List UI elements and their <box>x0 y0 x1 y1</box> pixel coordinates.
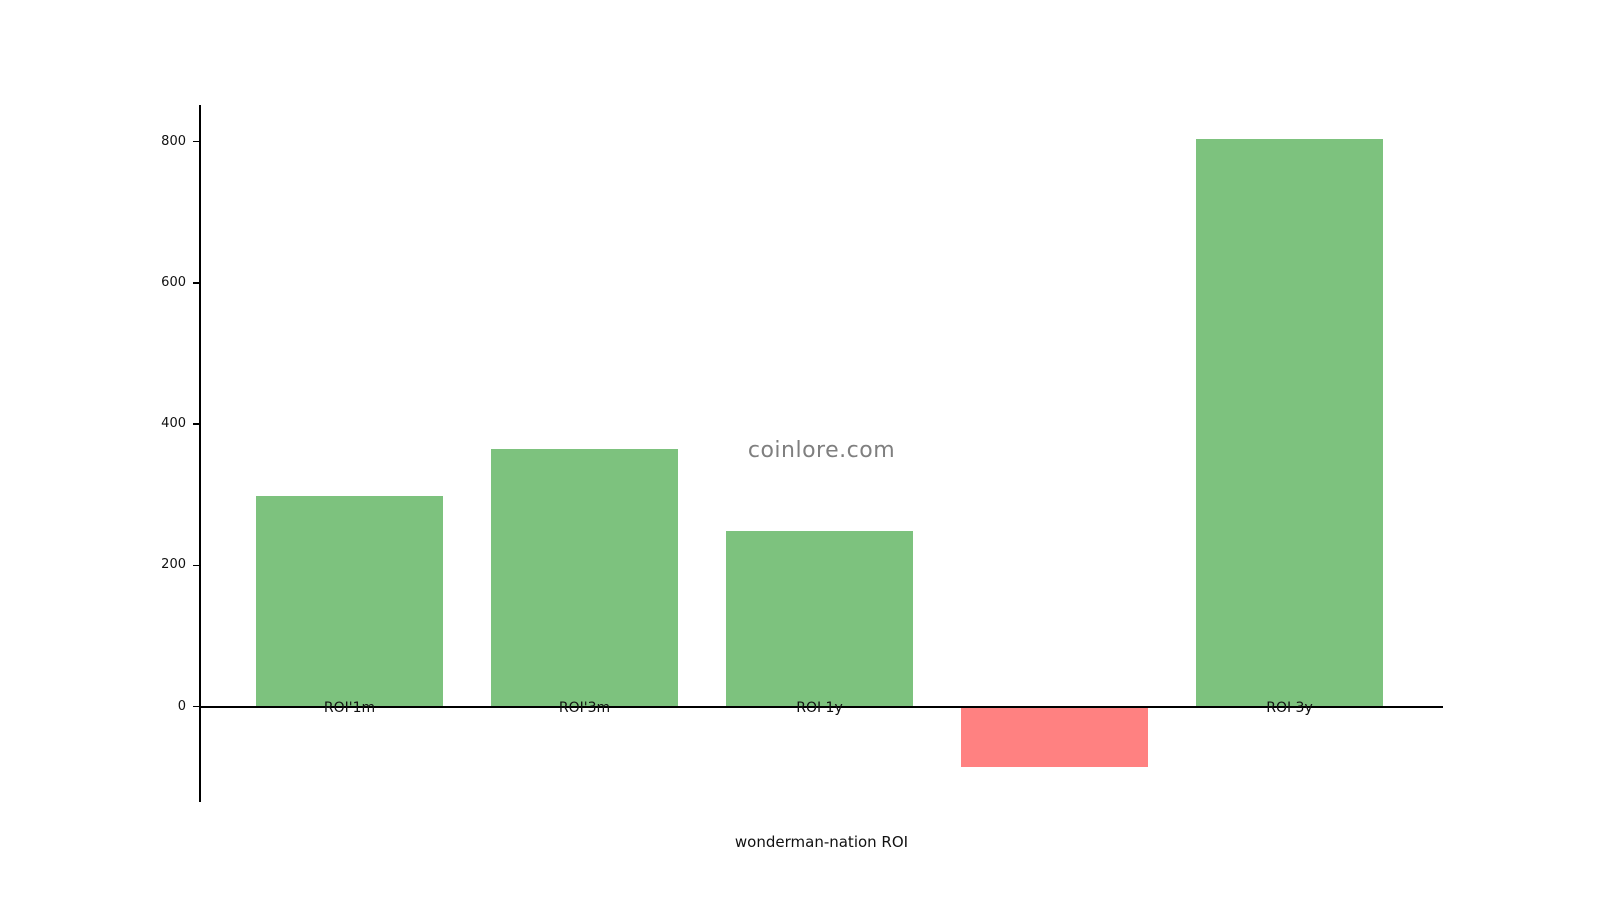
y-tick-mark <box>193 282 200 284</box>
bar <box>256 496 443 707</box>
y-tick-label: 200 <box>161 557 186 573</box>
x-category-label: ROI 3y <box>1266 700 1313 716</box>
bar <box>726 530 913 707</box>
x-category-label: ROI'3m <box>558 700 611 716</box>
y-tick-mark <box>193 423 200 425</box>
x-category-label: ROI 1y <box>796 700 843 716</box>
chart-title: wonderman-nation ROI <box>734 833 909 851</box>
x-axis-line <box>200 706 1443 708</box>
y-tick-mark <box>193 564 200 566</box>
y-axis-line <box>199 105 201 802</box>
bar <box>491 449 678 707</box>
x-category-label: ROI'1m <box>323 700 376 716</box>
x-category-label <box>985 699 1125 717</box>
bar <box>1196 138 1383 707</box>
y-tick-mark <box>193 140 200 143</box>
watermark-text: coinlore.com <box>747 438 896 463</box>
y-tick-label: 800 <box>161 133 186 149</box>
bar <box>961 706 1148 768</box>
y-tick-label: 0 <box>177 698 186 714</box>
y-tick-label: 600 <box>161 274 186 290</box>
y-tick-mark <box>193 705 200 708</box>
y-tick-label: 400 <box>161 416 186 431</box>
